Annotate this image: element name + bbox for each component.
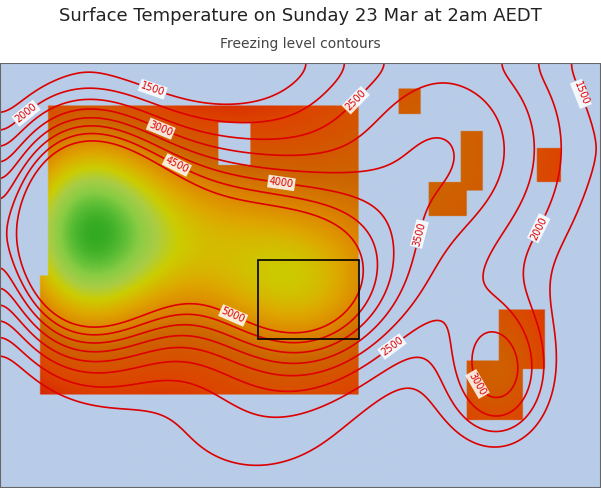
Text: 3500: 3500 (412, 221, 427, 247)
Text: 2000: 2000 (13, 102, 39, 125)
Text: 1500: 1500 (572, 81, 590, 107)
Text: 2500: 2500 (379, 335, 405, 358)
Text: 3000: 3000 (148, 120, 174, 138)
Text: 2500: 2500 (344, 88, 368, 113)
Text: Surface Temperature on Sunday 23 Mar at 2am AEDT: Surface Temperature on Sunday 23 Mar at … (59, 7, 542, 25)
Text: 1500: 1500 (139, 81, 166, 98)
Text: 5000: 5000 (220, 306, 246, 325)
Text: 3000: 3000 (467, 371, 488, 397)
Text: 4500: 4500 (163, 155, 190, 175)
Text: Freezing level contours: Freezing level contours (220, 37, 381, 51)
Bar (258, 261, 359, 340)
Text: 4000: 4000 (269, 176, 294, 190)
Text: 2000: 2000 (529, 215, 549, 242)
